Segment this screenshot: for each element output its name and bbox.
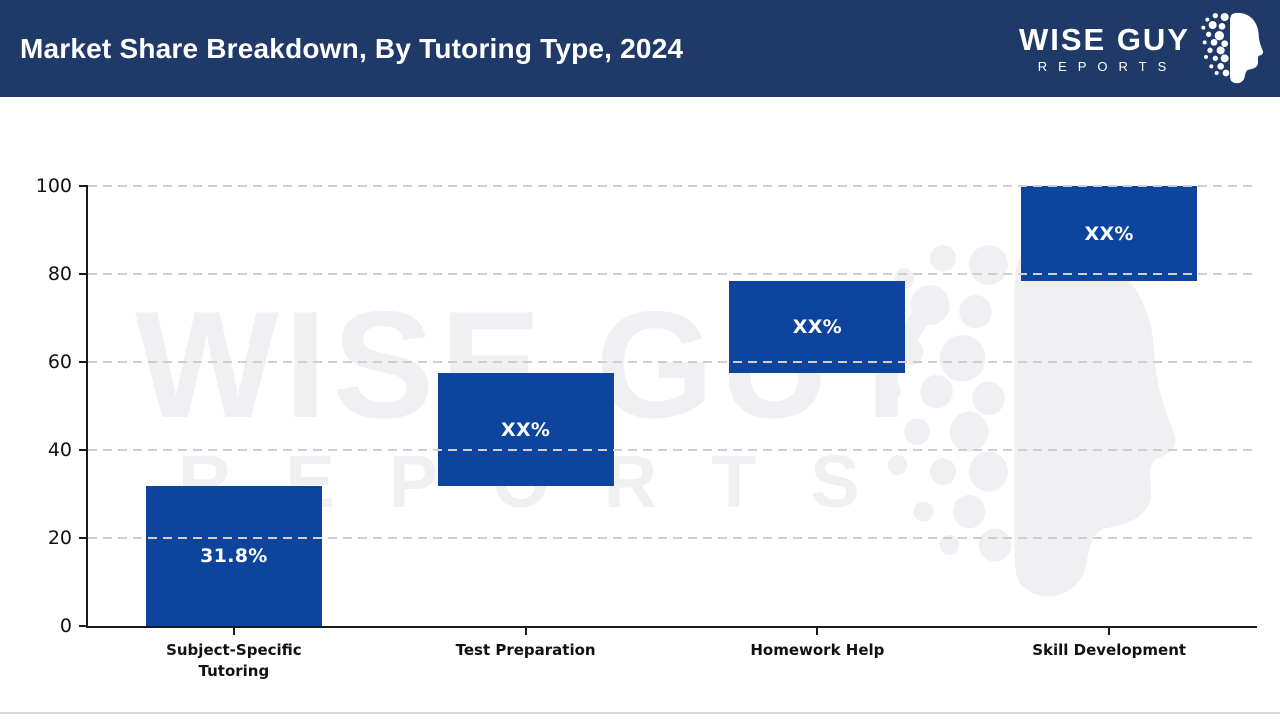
- x-tick-2: [524, 628, 527, 635]
- y-tick-label-60: 60: [47, 351, 72, 373]
- chart-region: WISE GUY REPORTS 02040608010031.8%Subjec…: [0, 97, 1280, 720]
- x-category-label-1: Subject-Specific Tutoring: [166, 641, 302, 680]
- y-tick-80: [79, 273, 87, 275]
- brand-logo: WISE GUY REPORTS: [1019, 8, 1266, 90]
- y-axis-line: [86, 185, 88, 628]
- y-tick-40: [79, 449, 87, 451]
- x-category-label-3: Homework Help: [750, 641, 885, 659]
- x-category-label-2: Test Preparation: [455, 641, 596, 659]
- header: Market Share Breakdown, By Tutoring Type…: [0, 0, 1280, 97]
- y-tick-100: [79, 185, 87, 187]
- bar-1: [145, 486, 322, 626]
- gridline-60: [88, 361, 1255, 363]
- bottom-divider: [0, 712, 1280, 714]
- y-tick-label-20: 20: [47, 527, 72, 549]
- gridline-20: [88, 537, 1255, 539]
- y-tick-label-40: 40: [47, 439, 72, 461]
- bar-4: [1021, 186, 1198, 282]
- y-tick-label-80: 80: [47, 263, 72, 285]
- bar-label-3: XX%: [792, 316, 842, 338]
- watermark-head-icon: [874, 244, 1176, 597]
- gridline-40: [88, 449, 1255, 451]
- logo-wordmark: WISE GUY: [1018, 22, 1190, 58]
- x-category-label-4: Skill Development: [1032, 641, 1187, 659]
- bar-label-2: XX%: [501, 418, 551, 441]
- logo-subtext: REPORTS: [1037, 58, 1178, 74]
- logo-head-icon: [1201, 12, 1264, 84]
- x-tick-3: [816, 628, 819, 635]
- y-tick-0: [79, 625, 87, 627]
- gridline-100: [88, 185, 1255, 187]
- x-tick-4: [1108, 628, 1111, 635]
- y-tick-label-100: 100: [35, 175, 72, 197]
- bar-3: [729, 281, 906, 373]
- x-tick-1: [232, 628, 235, 635]
- y-tick-60: [79, 361, 87, 363]
- bar-label-1: 31.8%: [200, 545, 268, 568]
- brand-logo-text: WISE GUY REPORTS: [1019, 24, 1190, 74]
- bar-2: [437, 373, 614, 487]
- gridline-80: [88, 273, 1255, 275]
- y-tick-20: [79, 537, 87, 539]
- y-tick-label-0: 0: [59, 615, 72, 637]
- x-axis-line: [86, 626, 1257, 628]
- page-title: Market Share Breakdown, By Tutoring Type…: [20, 32, 684, 64]
- bar-label-4: XX%: [1084, 222, 1134, 245]
